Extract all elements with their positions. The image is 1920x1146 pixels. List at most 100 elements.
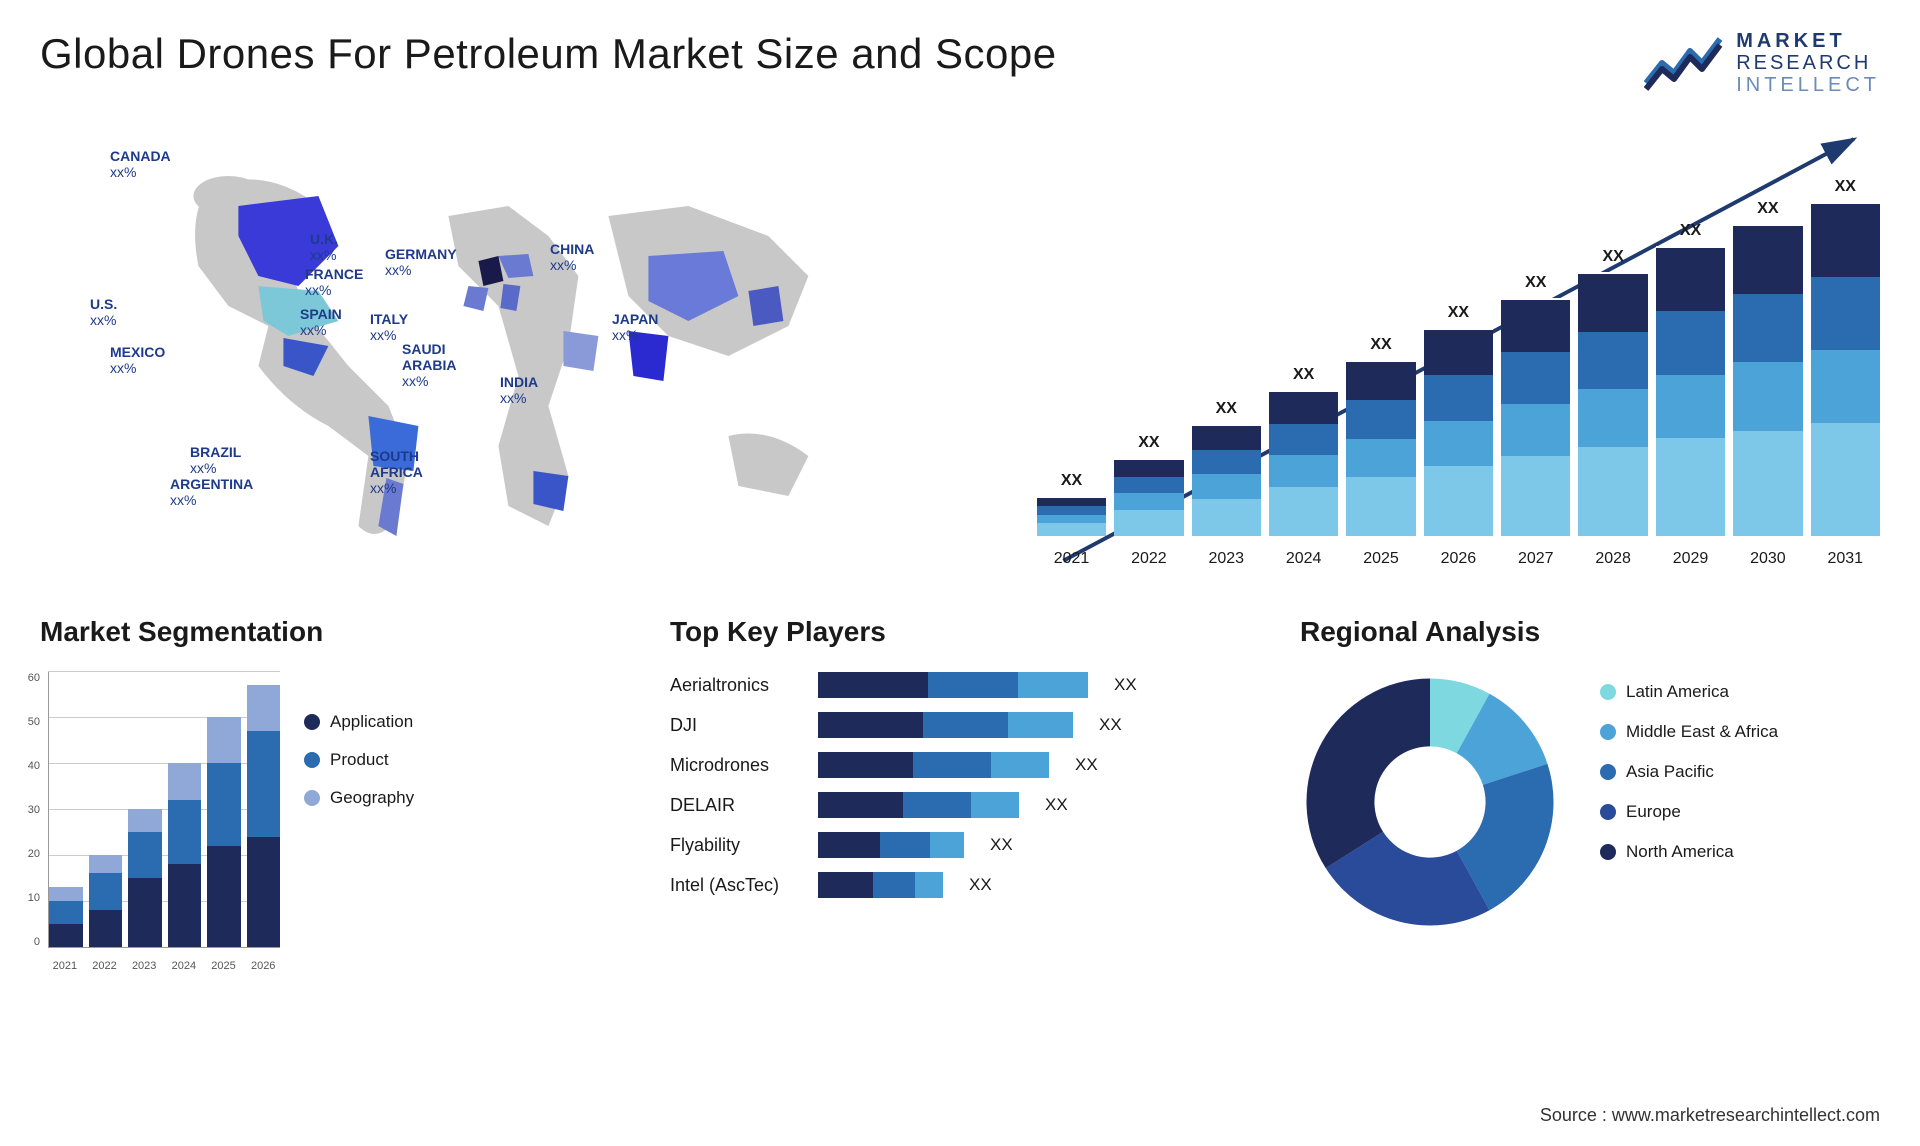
growth-year-label: 2026 bbox=[1424, 550, 1493, 568]
country-label: ITALYxx% bbox=[370, 311, 408, 343]
key-player-row: Intel (AscTec) XX bbox=[670, 872, 1250, 898]
segmentation-bar bbox=[49, 887, 83, 947]
segmentation-bar bbox=[128, 809, 162, 947]
legend-item: Latin America bbox=[1600, 682, 1778, 702]
country-label: SPAINxx% bbox=[300, 306, 342, 338]
key-player-bar bbox=[818, 872, 943, 898]
country-label: GERMANYxx% bbox=[385, 246, 457, 278]
segmentation-panel: Market Segmentation 0102030405060 202120… bbox=[40, 616, 620, 996]
growth-year-label: 2025 bbox=[1346, 550, 1415, 568]
segmentation-title: Market Segmentation bbox=[40, 616, 620, 648]
growth-bar: XX bbox=[1269, 390, 1338, 536]
donut-slice bbox=[1307, 679, 1431, 869]
country-label: INDIAxx% bbox=[500, 374, 538, 406]
growth-year-label: 2027 bbox=[1501, 550, 1570, 568]
key-player-value: XX bbox=[990, 835, 1013, 855]
key-players-panel: Top Key Players AerialtronicsXXDJIXXMicr… bbox=[670, 616, 1250, 996]
source-attribution: Source : www.marketresearchintellect.com bbox=[1540, 1105, 1880, 1126]
segmentation-bar bbox=[247, 685, 281, 947]
key-player-value: XX bbox=[1075, 755, 1098, 775]
growth-bar: XX bbox=[1656, 246, 1725, 536]
growth-bar: XX bbox=[1424, 328, 1493, 536]
key-player-bar bbox=[818, 672, 1088, 698]
segmentation-year-label: 2022 bbox=[88, 960, 122, 972]
key-player-label: DELAIR bbox=[670, 795, 800, 816]
growth-year-label: 2021 bbox=[1037, 550, 1106, 568]
key-player-row: DJIXX bbox=[670, 712, 1250, 738]
growth-year-label: 2029 bbox=[1656, 550, 1725, 568]
country-label: FRANCExx% bbox=[305, 266, 363, 298]
logo-text-2: RESEARCH bbox=[1736, 52, 1880, 74]
segmentation-year-label: 2023 bbox=[127, 960, 161, 972]
growth-year-label: 2024 bbox=[1269, 550, 1338, 568]
key-player-bar bbox=[818, 792, 1019, 818]
regional-title: Regional Analysis bbox=[1300, 616, 1880, 648]
key-player-label: Aerialtronics bbox=[670, 675, 800, 696]
segmentation-bar bbox=[168, 763, 202, 947]
key-player-value: XX bbox=[1114, 675, 1137, 695]
growth-bar: XX bbox=[1037, 496, 1106, 536]
brand-logo: MARKET RESEARCH INTELLECT bbox=[1644, 30, 1880, 96]
segmentation-chart: 0102030405060 202120222023202420252026 bbox=[40, 672, 280, 972]
legend-item: Middle East & Africa bbox=[1600, 722, 1778, 742]
segmentation-year-label: 2021 bbox=[48, 960, 82, 972]
growth-year-label: 2023 bbox=[1192, 550, 1261, 568]
segmentation-legend: Application Product Geography bbox=[304, 672, 414, 996]
country-label: U.K.xx% bbox=[310, 231, 338, 263]
legend-item: Geography bbox=[304, 788, 414, 808]
country-label: ARGENTINAxx% bbox=[170, 476, 253, 508]
key-player-bar bbox=[818, 832, 964, 858]
key-player-row: FlyabilityXX bbox=[670, 832, 1250, 858]
world-map-svg bbox=[40, 126, 997, 576]
key-player-value: XX bbox=[969, 875, 992, 895]
segmentation-year-label: 2024 bbox=[167, 960, 201, 972]
world-map-panel: CANADAxx% U.S.xx% MEXICOxx% BRAZILxx%ARGENT… bbox=[40, 126, 997, 576]
growth-bar: XX bbox=[1192, 424, 1261, 536]
key-player-row: Microdrones XX bbox=[670, 752, 1250, 778]
market-growth-chart: XXXXXXXXXXXXXXXXXXXXXX 20212022202320242… bbox=[1037, 126, 1880, 576]
legend-item: Application bbox=[304, 712, 414, 732]
country-label: SOUTHAFRICAxx% bbox=[370, 448, 423, 496]
growth-year-label: 2028 bbox=[1578, 550, 1647, 568]
key-player-label: DJI bbox=[670, 715, 800, 736]
country-label: BRAZILxx% bbox=[190, 444, 241, 476]
country-label: MEXICOxx% bbox=[110, 344, 165, 376]
country-label: JAPANxx% bbox=[612, 311, 658, 343]
growth-year-label: 2031 bbox=[1811, 550, 1880, 568]
country-label: CHINAxx% bbox=[550, 241, 594, 273]
growth-bar: XX bbox=[1346, 360, 1415, 536]
logo-text-1: MARKET bbox=[1736, 30, 1880, 52]
key-players-title: Top Key Players bbox=[670, 616, 1250, 648]
legend-item: Asia Pacific bbox=[1600, 762, 1778, 782]
segmentation-bar bbox=[89, 855, 123, 947]
segmentation-bar bbox=[207, 717, 241, 947]
key-player-value: XX bbox=[1045, 795, 1068, 815]
key-players-chart: AerialtronicsXXDJIXXMicrodronesXXDELAIRX… bbox=[670, 672, 1250, 996]
growth-year-label: 2022 bbox=[1114, 550, 1183, 568]
growth-bar: XX bbox=[1733, 224, 1802, 536]
segmentation-year-label: 2025 bbox=[207, 960, 241, 972]
legend-item: Europe bbox=[1600, 802, 1778, 822]
growth-bar: XX bbox=[1578, 272, 1647, 536]
regional-legend: Latin America Middle East & Africa Asia Pa… bbox=[1600, 672, 1778, 862]
country-label: U.S.xx% bbox=[90, 296, 117, 328]
country-label: SAUDIARABIAxx% bbox=[402, 341, 456, 389]
regional-panel: Regional Analysis Latin America Middle Ea… bbox=[1300, 616, 1880, 996]
country-label: CANADAxx% bbox=[110, 148, 171, 180]
key-player-row: DELAIR XX bbox=[670, 792, 1250, 818]
key-player-bar bbox=[818, 712, 1073, 738]
key-player-label: Intel (AscTec) bbox=[670, 875, 800, 896]
page-title: Global Drones For Petroleum Market Size … bbox=[40, 30, 1057, 78]
growth-bar: XX bbox=[1811, 202, 1880, 536]
growth-year-label: 2030 bbox=[1733, 550, 1802, 568]
logo-text-3: INTELLECT bbox=[1736, 74, 1880, 96]
regional-donut-chart bbox=[1300, 672, 1560, 932]
key-player-row: Aerialtronics XX bbox=[670, 672, 1250, 698]
key-player-label: Microdrones bbox=[670, 755, 800, 776]
segmentation-year-label: 2026 bbox=[246, 960, 280, 972]
legend-item: Product bbox=[304, 750, 414, 770]
legend-item: North America bbox=[1600, 842, 1778, 862]
growth-bar: XX bbox=[1114, 458, 1183, 536]
growth-bar: XX bbox=[1501, 298, 1570, 536]
key-player-bar bbox=[818, 752, 1049, 778]
